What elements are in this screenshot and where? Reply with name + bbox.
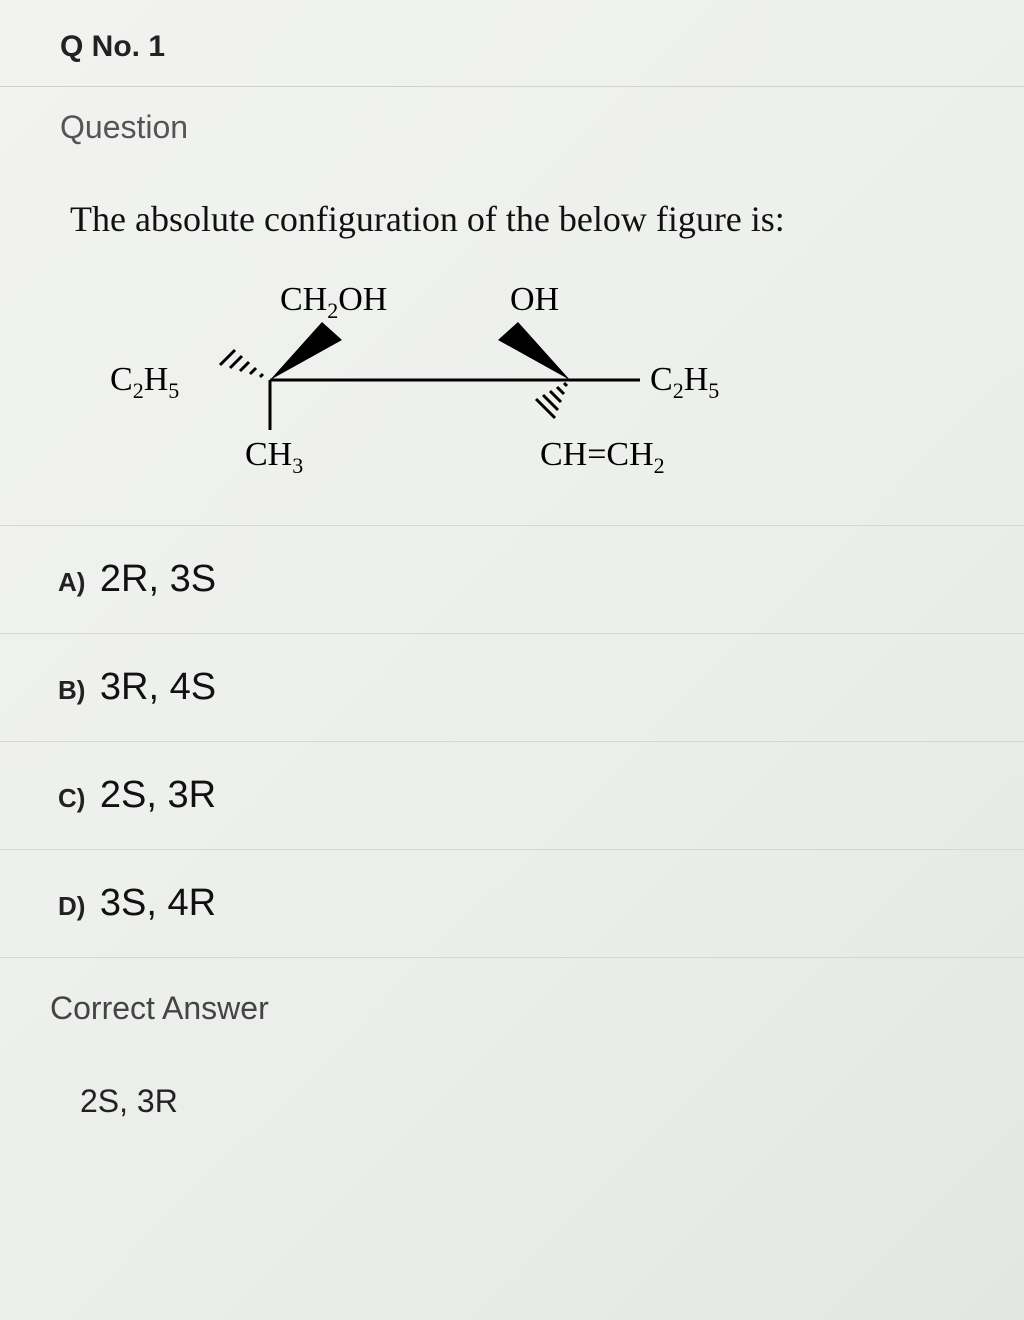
correct-answer-value: 2S, 3R — [0, 1059, 1024, 1144]
option-d[interactable]: D) 3S, 4R — [0, 849, 1024, 957]
option-a[interactable]: A) 2R, 3S — [0, 525, 1024, 633]
right-wedge-hash-down — [536, 383, 567, 418]
question-number: Q No. 1 — [60, 30, 165, 63]
question-section-cell: Question — [0, 86, 1024, 168]
label-ch2oh: CH2OH — [280, 281, 387, 323]
question-text: The absolute configuration of the below … — [0, 168, 1024, 250]
option-c[interactable]: C) 2S, 3R — [0, 741, 1024, 849]
label-c2h5-right: C2H5 — [650, 361, 719, 403]
question-section-label: Question — [60, 109, 188, 145]
left-wedge-hash — [220, 350, 263, 377]
label-oh: OH — [510, 281, 559, 318]
option-letter: C) — [58, 783, 85, 813]
right-wedge-solid — [498, 322, 570, 380]
option-b[interactable]: B) 3R, 4S — [0, 633, 1024, 741]
option-letter: D) — [58, 891, 85, 921]
label-c2h5-left: C2H5 — [110, 361, 179, 403]
option-letter: B) — [58, 675, 85, 705]
option-text: 2S, 3R — [100, 774, 216, 816]
option-text: 2R, 3S — [100, 558, 216, 600]
question-page: Q No. 1 Question The absolute configurat… — [0, 0, 1024, 1320]
question-number-cell: Q No. 1 — [0, 0, 1024, 86]
correct-answer-cell: Correct Answer — [0, 957, 1024, 1059]
option-text: 3R, 4S — [100, 666, 216, 708]
option-text: 3S, 4R — [100, 882, 216, 924]
correct-answer-label: Correct Answer — [50, 990, 269, 1026]
molecule-svg: CH2OH C2H5 CH3 OH C2H5 CH=CH2 — [110, 270, 870, 490]
molecule-diagram: CH2OH C2H5 CH3 OH C2H5 CH=CH2 — [0, 250, 1024, 525]
label-ch3: CH3 — [245, 436, 303, 478]
label-chch2: CH=CH2 — [540, 436, 665, 478]
option-letter: A) — [58, 567, 85, 597]
left-wedge-solid — [270, 322, 342, 380]
